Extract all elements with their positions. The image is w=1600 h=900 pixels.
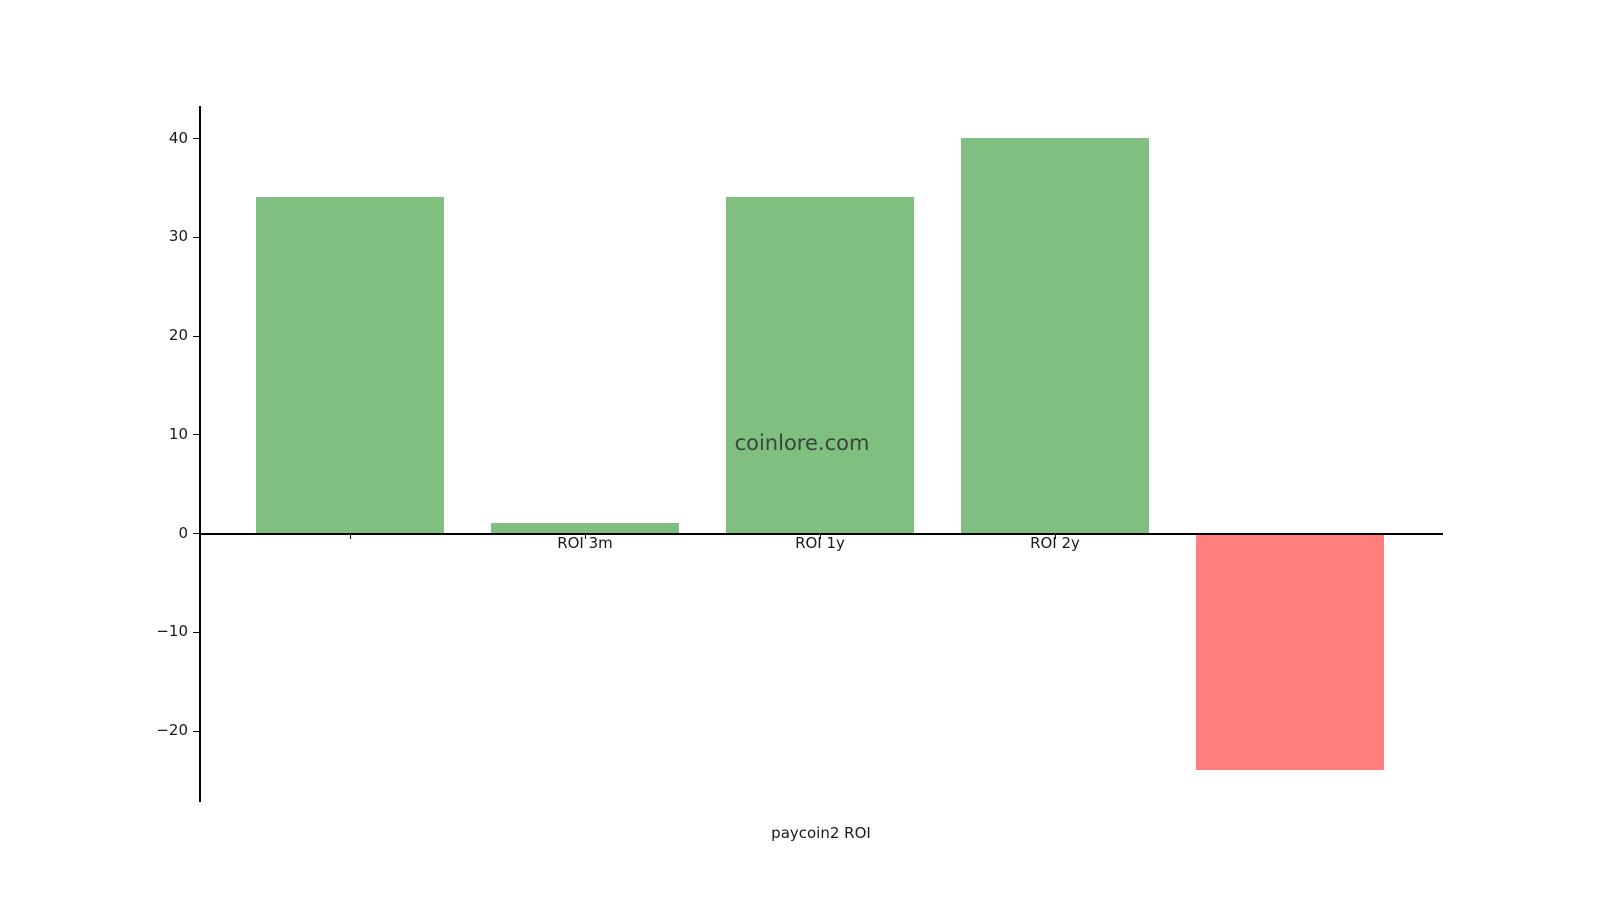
y-tick-label: 30 <box>168 227 188 246</box>
watermark-text: coinlore.com <box>734 431 870 455</box>
x-tick-mark <box>1055 533 1056 539</box>
x-tick-label: ROI 2y <box>1030 534 1080 552</box>
x-tick-label: ROI 1y <box>795 534 845 552</box>
x-tick-mark <box>820 533 821 539</box>
zero-axis-line <box>200 533 1443 535</box>
x-tick-label: ROI 3m <box>557 534 613 552</box>
bar-roi-3m <box>491 523 679 533</box>
bar-roi-1y <box>726 197 914 533</box>
y-tick-label: 10 <box>168 424 188 443</box>
y-tick-label: 40 <box>168 128 188 147</box>
y-tick-label: −20 <box>156 721 188 739</box>
bar-unlabeled-4 <box>1196 533 1384 770</box>
y-tick-mark <box>193 236 200 238</box>
y-tick-mark <box>193 533 200 534</box>
x-tick-mark <box>350 533 351 539</box>
y-tick-label: 20 <box>168 326 188 344</box>
y-tick-mark <box>193 138 200 139</box>
y-tick-mark <box>193 631 200 633</box>
y-tick-label: 0 <box>178 523 188 542</box>
x-axis-title: paycoin2 ROI <box>771 824 871 842</box>
y-tick-mark <box>193 434 200 436</box>
x-tick-mark <box>585 533 586 539</box>
bar-unlabeled-0 <box>256 197 444 533</box>
y-tick-mark <box>193 335 200 337</box>
y-tick-label: −10 <box>156 622 188 641</box>
y-axis-spine <box>199 106 201 802</box>
y-tick-mark <box>193 730 200 732</box>
bar-roi-2y <box>961 138 1149 533</box>
